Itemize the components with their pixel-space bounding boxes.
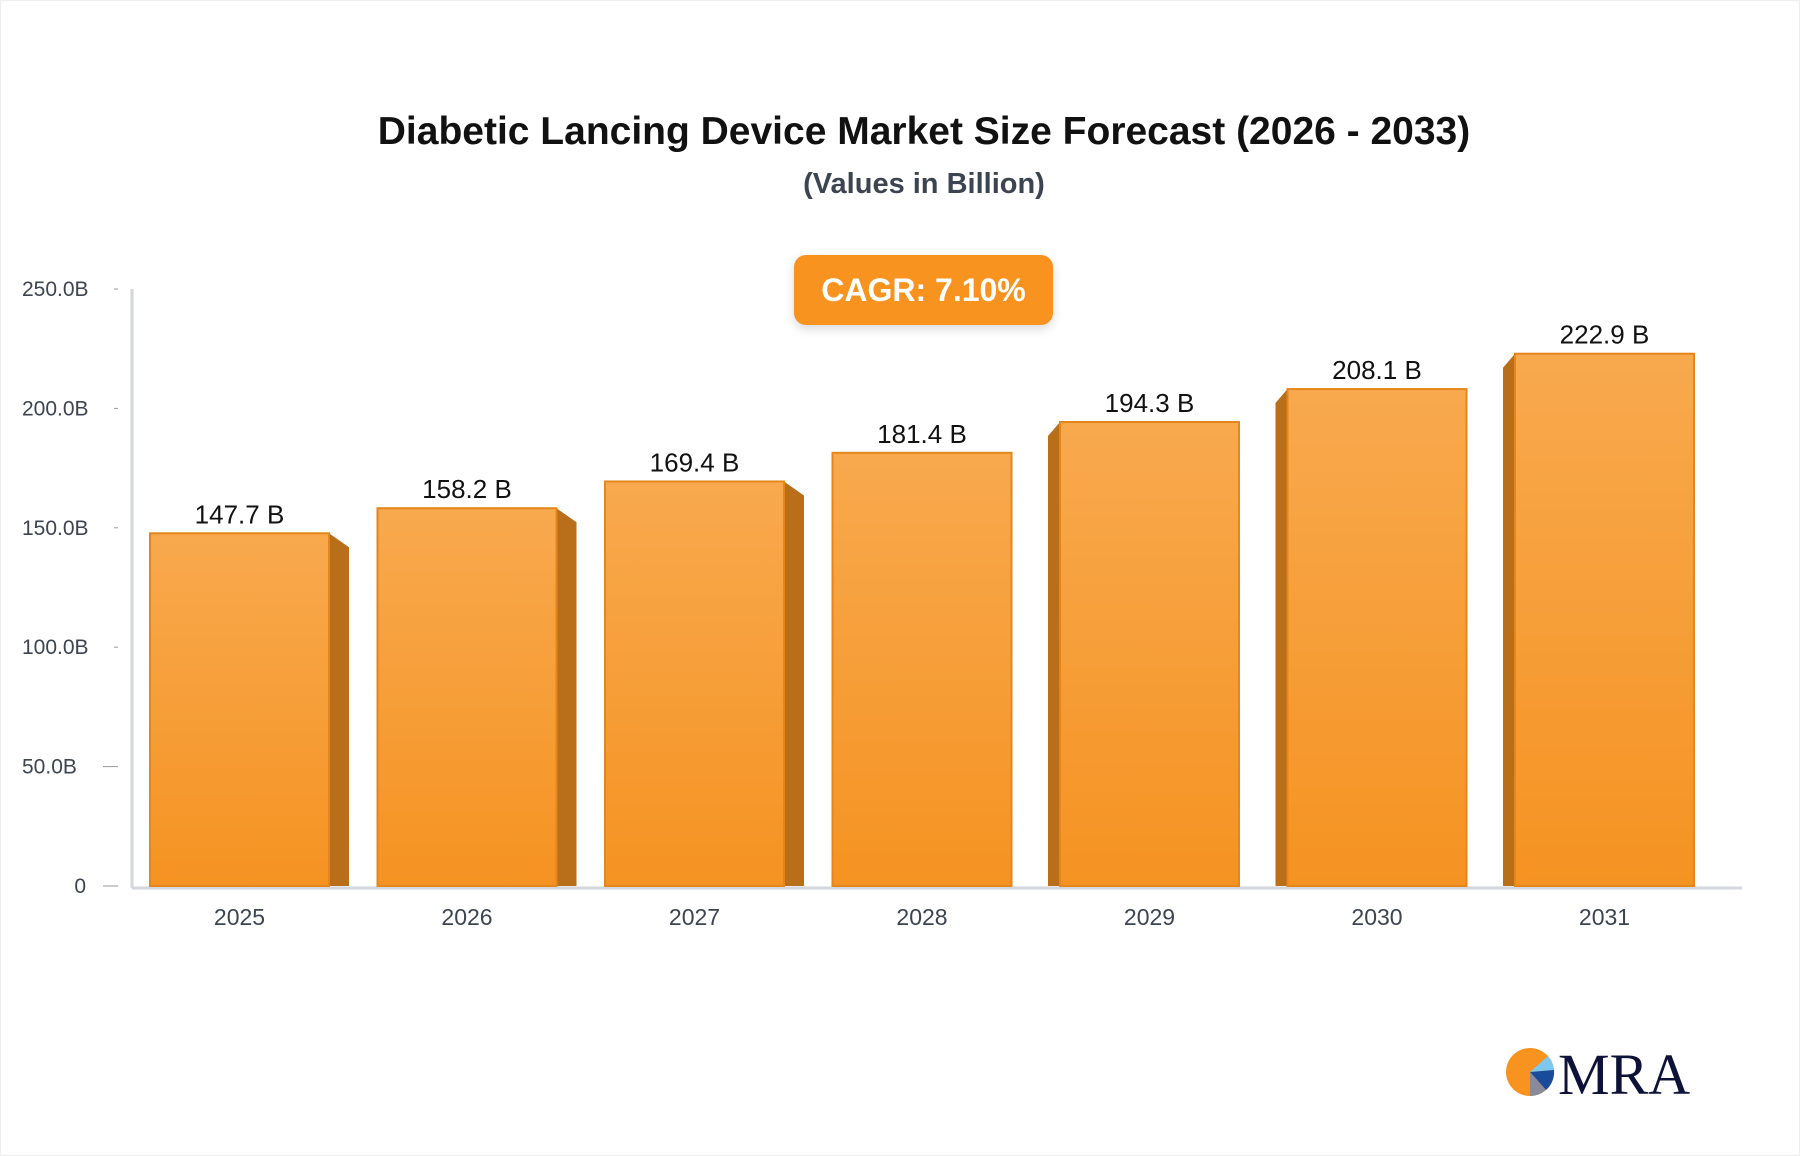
bar-side <box>556 508 577 886</box>
chart-subtitle: (Values in Billion) <box>803 168 1045 200</box>
y-tick-label: 100.0B <box>22 636 89 659</box>
bar-side <box>1275 389 1288 886</box>
y-tick-label: 0 <box>74 875 86 898</box>
x-tick-label: 2026 <box>441 904 492 930</box>
bar <box>1514 352 1695 888</box>
bar-side <box>329 533 349 886</box>
data-label: 181.4 B <box>877 419 967 449</box>
x-tick-label: 2028 <box>896 904 947 930</box>
y-tick-label: 50.0B <box>22 756 77 779</box>
x-tick-label: 2029 <box>1124 904 1175 930</box>
bar <box>1059 421 1240 887</box>
data-label: 169.4 B <box>650 447 740 477</box>
chart-title: Diabetic Lancing Device Market Size Fore… <box>377 110 1471 153</box>
x-tick-label: 2031 <box>1579 904 1630 930</box>
data-label: 194.3 B <box>1105 388 1195 418</box>
data-label: 147.7 B <box>195 499 285 529</box>
bar <box>149 532 330 888</box>
x-tick-label: 2025 <box>214 904 265 930</box>
bar-side <box>1048 422 1060 886</box>
x-tick-label: 2030 <box>1351 904 1402 930</box>
bar <box>1286 388 1468 887</box>
data-label: 222.9 B <box>1560 320 1650 350</box>
bar-side <box>784 481 804 886</box>
data-label: 158.2 B <box>422 474 512 504</box>
bar <box>831 451 1013 887</box>
bar-side <box>1503 353 1515 886</box>
y-tick-label: 250.0B <box>22 278 89 301</box>
logo-text: MRA <box>1558 1042 1690 1100</box>
bar <box>376 507 558 887</box>
cagr-badge: CAGR: 7.10% <box>794 255 1053 325</box>
bar <box>604 480 785 887</box>
y-tick-label: 150.0B <box>22 517 89 540</box>
y-tick-label: 200.0B <box>22 397 89 420</box>
x-tick-label: 2027 <box>669 904 720 930</box>
mra-logo: MRA <box>1506 1042 1690 1100</box>
data-label: 208.1 B <box>1332 355 1422 385</box>
